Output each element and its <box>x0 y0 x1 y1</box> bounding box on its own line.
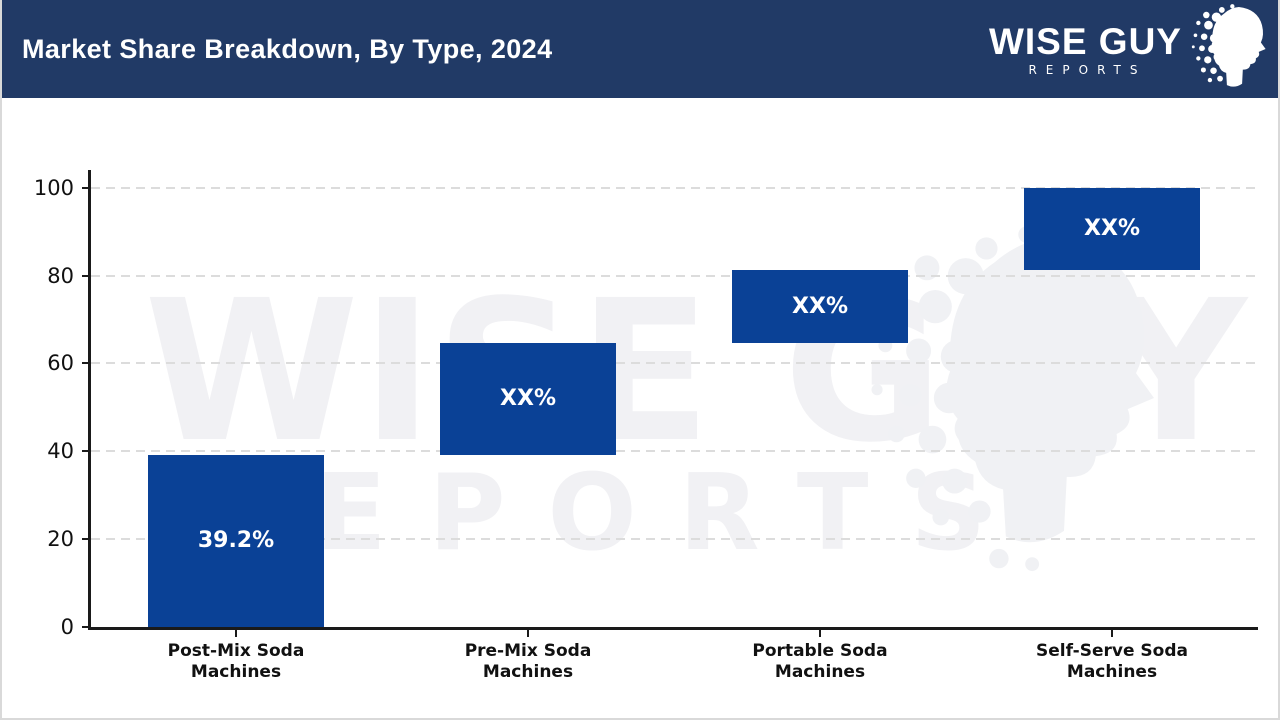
x-axis-tick-1 <box>527 629 529 637</box>
wiseguy-face-icon <box>1184 2 1272 96</box>
wiseguy-logo-name: WISE GUY <box>988 20 1182 62</box>
gridline-20 <box>91 538 1258 541</box>
y-axis-tick-100 <box>82 186 90 189</box>
x-axis-category-label-2: Portable Soda Machines <box>700 641 940 683</box>
x-axis-category-label-0: Post-Mix Soda Machines <box>116 641 356 683</box>
x-axis-tick-0 <box>235 629 237 637</box>
category-label-line: Post-Mix Soda <box>167 641 305 661</box>
x-axis-category-label-1: Pre-Mix Soda Machines <box>408 641 648 683</box>
category-label-line: Machines <box>190 662 282 682</box>
bar-self-serve-soda-machines: XX% <box>1024 187 1200 270</box>
x-axis-tick-2 <box>819 629 821 637</box>
category-label-line: Pre-Mix Soda <box>464 641 592 661</box>
header-bar: Market Share Breakdown, By Type, 2024 WI… <box>2 0 1278 98</box>
wiseguy-logo-text: WISE GUY REPORTS <box>989 23 1182 76</box>
category-label-line: Self-Serve Soda <box>1035 641 1188 661</box>
y-axis-tick-20 <box>82 538 90 541</box>
bar-value-label: XX% <box>1084 216 1140 242</box>
bar-post-mix-soda-machines: 39.2% <box>148 454 324 627</box>
y-axis-tick-80 <box>82 274 90 277</box>
wiseguy-logo: WISE GUY REPORTS <box>989 0 1272 98</box>
bar-pre-mix-soda-machines: XX% <box>440 342 616 455</box>
gridline-40 <box>91 450 1258 453</box>
bar-value-label: XX% <box>500 386 556 412</box>
page-title: Market Share Breakdown, By Type, 2024 <box>22 33 553 64</box>
x-axis-category-label-3: Self-Serve Soda Machines <box>992 641 1232 683</box>
category-label-line: Machines <box>774 662 866 682</box>
y-axis-tick-60 <box>82 362 90 365</box>
y-axis-label-100: 100 <box>33 175 74 200</box>
category-label-line: Machines <box>1066 662 1158 682</box>
y-axis-label-80: 80 <box>47 263 74 288</box>
wiseguy-logo-sub: REPORTS <box>1028 62 1147 77</box>
gridline-80 <box>91 274 1258 277</box>
bar-value-label: XX% <box>792 293 848 319</box>
y-axis-label-0: 0 <box>60 615 74 639</box>
y-axis-line <box>88 170 91 629</box>
gridline-60 <box>91 362 1258 365</box>
category-label-line: Machines <box>482 662 574 682</box>
x-axis-tick-3 <box>1111 629 1113 637</box>
y-axis-label-60: 60 <box>47 351 74 376</box>
category-label-line: Portable Soda <box>752 641 888 661</box>
y-axis-tick-0 <box>82 626 90 628</box>
y-axis-label-20: 20 <box>47 527 74 552</box>
x-axis-line <box>88 627 1258 630</box>
y-axis-tick-40 <box>82 450 90 453</box>
bar-value-label: 39.2% <box>197 528 275 554</box>
y-axis-label-40: 40 <box>47 439 74 464</box>
bar-portable-soda-machines: XX% <box>732 269 908 343</box>
gridline-100 <box>91 186 1258 189</box>
